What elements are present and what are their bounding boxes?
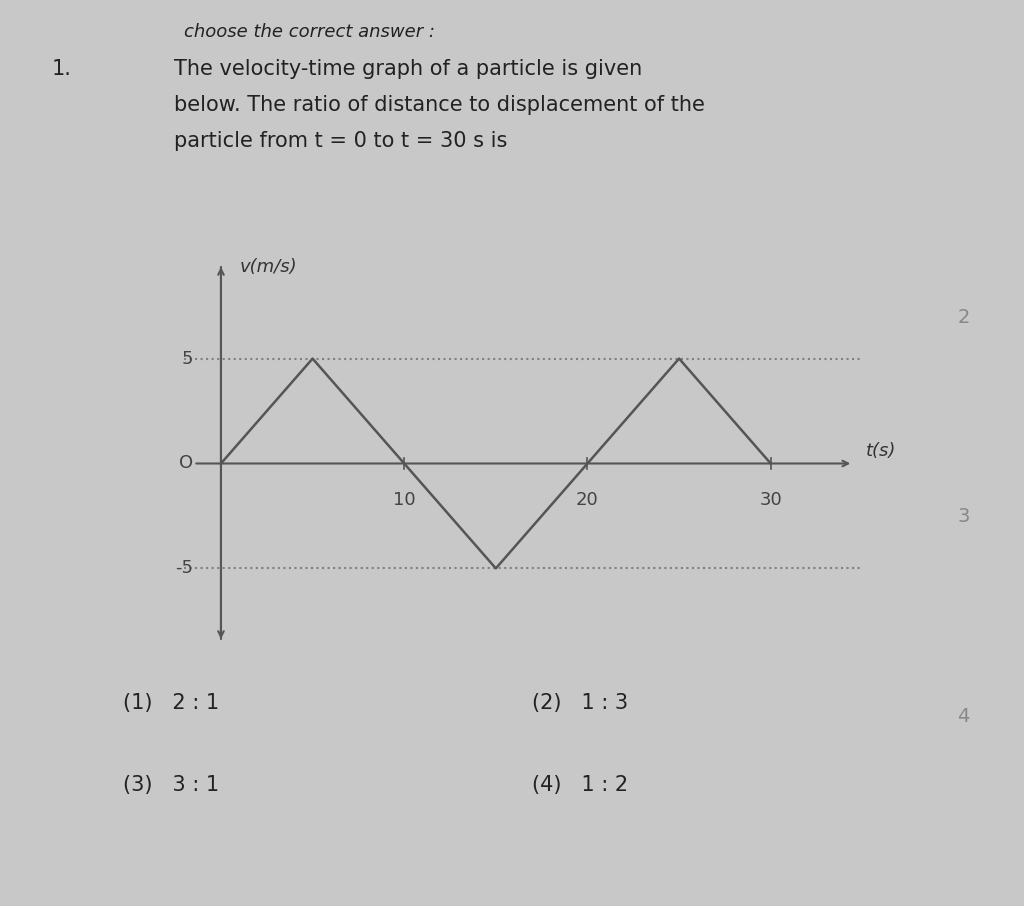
Text: (2)   1 : 3: (2) 1 : 3 bbox=[532, 693, 629, 713]
Text: 30: 30 bbox=[760, 491, 782, 509]
Text: choose the correct answer :: choose the correct answer : bbox=[184, 23, 435, 41]
Text: (3)   3 : 1: (3) 3 : 1 bbox=[123, 775, 219, 795]
Text: 5: 5 bbox=[182, 350, 194, 368]
Text: 2: 2 bbox=[957, 308, 970, 327]
Text: (1)   2 : 1: (1) 2 : 1 bbox=[123, 693, 219, 713]
Text: (4)   1 : 2: (4) 1 : 2 bbox=[532, 775, 629, 795]
Text: 10: 10 bbox=[393, 491, 416, 509]
Text: 20: 20 bbox=[577, 491, 599, 509]
Text: below. The ratio of distance to displacement of the: below. The ratio of distance to displace… bbox=[174, 95, 705, 115]
Text: -5: -5 bbox=[175, 559, 194, 577]
Text: particle from t = 0 to t = 30 s is: particle from t = 0 to t = 30 s is bbox=[174, 131, 508, 151]
Text: The velocity-time graph of a particle is given: The velocity-time graph of a particle is… bbox=[174, 59, 642, 79]
Text: O: O bbox=[179, 455, 194, 473]
Text: v(m/s): v(m/s) bbox=[240, 258, 297, 275]
Text: 1.: 1. bbox=[51, 59, 71, 79]
Text: t(s): t(s) bbox=[866, 442, 896, 460]
Text: 4: 4 bbox=[957, 707, 970, 726]
Text: 3: 3 bbox=[957, 507, 970, 526]
